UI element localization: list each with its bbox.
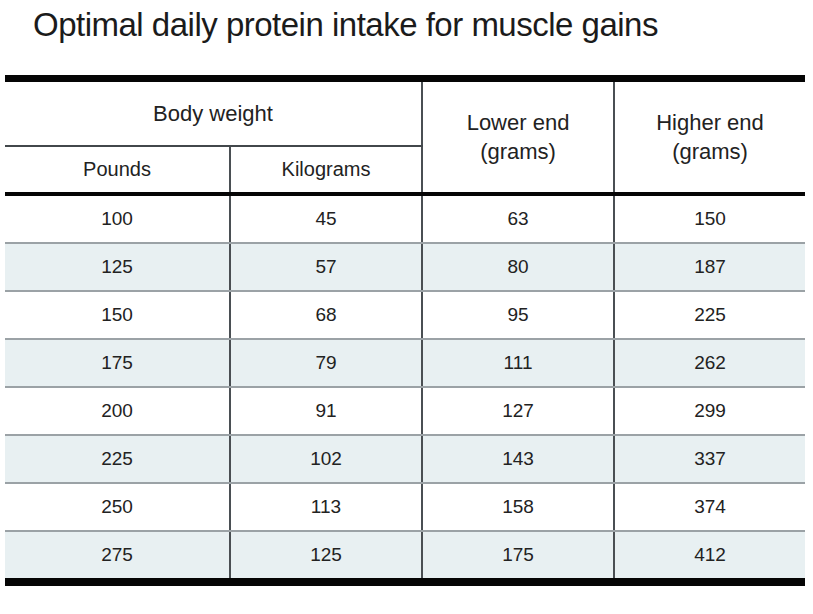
cell-kilograms: 57 [230,243,422,291]
cell-pounds: 125 [5,243,230,291]
table-row: 125 57 80 187 [5,243,805,291]
table-header: Body weight Lower end (grams) Higher end… [5,79,805,195]
cell-kilograms: 45 [230,194,422,243]
cell-kilograms: 79 [230,339,422,387]
table-row: 275 125 175 412 [5,531,805,582]
cell-lower-end: 111 [422,339,614,387]
protein-intake-table: Body weight Lower end (grams) Higher end… [5,75,805,586]
cell-higher-end: 225 [614,291,805,339]
cell-pounds: 225 [5,435,230,483]
column-header-higher-end-line1: Higher end [615,108,805,137]
table-row: 200 91 127 299 [5,387,805,435]
cell-pounds: 100 [5,194,230,243]
table-row: 225 102 143 337 [5,435,805,483]
cell-kilograms: 102 [230,435,422,483]
column-header-higher-end: Higher end (grams) [614,79,805,195]
table-row: 250 113 158 374 [5,483,805,531]
cell-kilograms: 91 [230,387,422,435]
cell-higher-end: 337 [614,435,805,483]
cell-pounds: 150 [5,291,230,339]
cell-higher-end: 187 [614,243,805,291]
cell-pounds: 250 [5,483,230,531]
table-row: 175 79 111 262 [5,339,805,387]
cell-lower-end: 95 [422,291,614,339]
cell-lower-end: 63 [422,194,614,243]
column-header-lower-end: Lower end (grams) [422,79,614,195]
cell-pounds: 175 [5,339,230,387]
table-row: 100 45 63 150 [5,194,805,243]
cell-lower-end: 175 [422,531,614,582]
cell-kilograms: 125 [230,531,422,582]
cell-lower-end: 80 [422,243,614,291]
table-row: 150 68 95 225 [5,291,805,339]
cell-pounds: 200 [5,387,230,435]
column-group-body-weight: Body weight [5,79,422,147]
cell-kilograms: 68 [230,291,422,339]
column-header-pounds: Pounds [5,146,230,194]
column-header-lower-end-line2: (grams) [423,137,613,166]
cell-higher-end: 262 [614,339,805,387]
cell-higher-end: 412 [614,531,805,582]
column-header-higher-end-line2: (grams) [615,137,805,166]
cell-higher-end: 150 [614,194,805,243]
cell-kilograms: 113 [230,483,422,531]
cell-higher-end: 299 [614,387,805,435]
column-header-lower-end-line1: Lower end [423,108,613,137]
cell-lower-end: 158 [422,483,614,531]
cell-lower-end: 143 [422,435,614,483]
cell-higher-end: 374 [614,483,805,531]
column-header-kilograms: Kilograms [230,146,422,194]
page: Optimal daily protein intake for muscle … [0,0,813,614]
cell-lower-end: 127 [422,387,614,435]
cell-pounds: 275 [5,531,230,582]
table-body: 100 45 63 150 125 57 80 187 150 68 95 22… [5,194,805,582]
page-title: Optimal daily protein intake for muscle … [33,6,658,44]
